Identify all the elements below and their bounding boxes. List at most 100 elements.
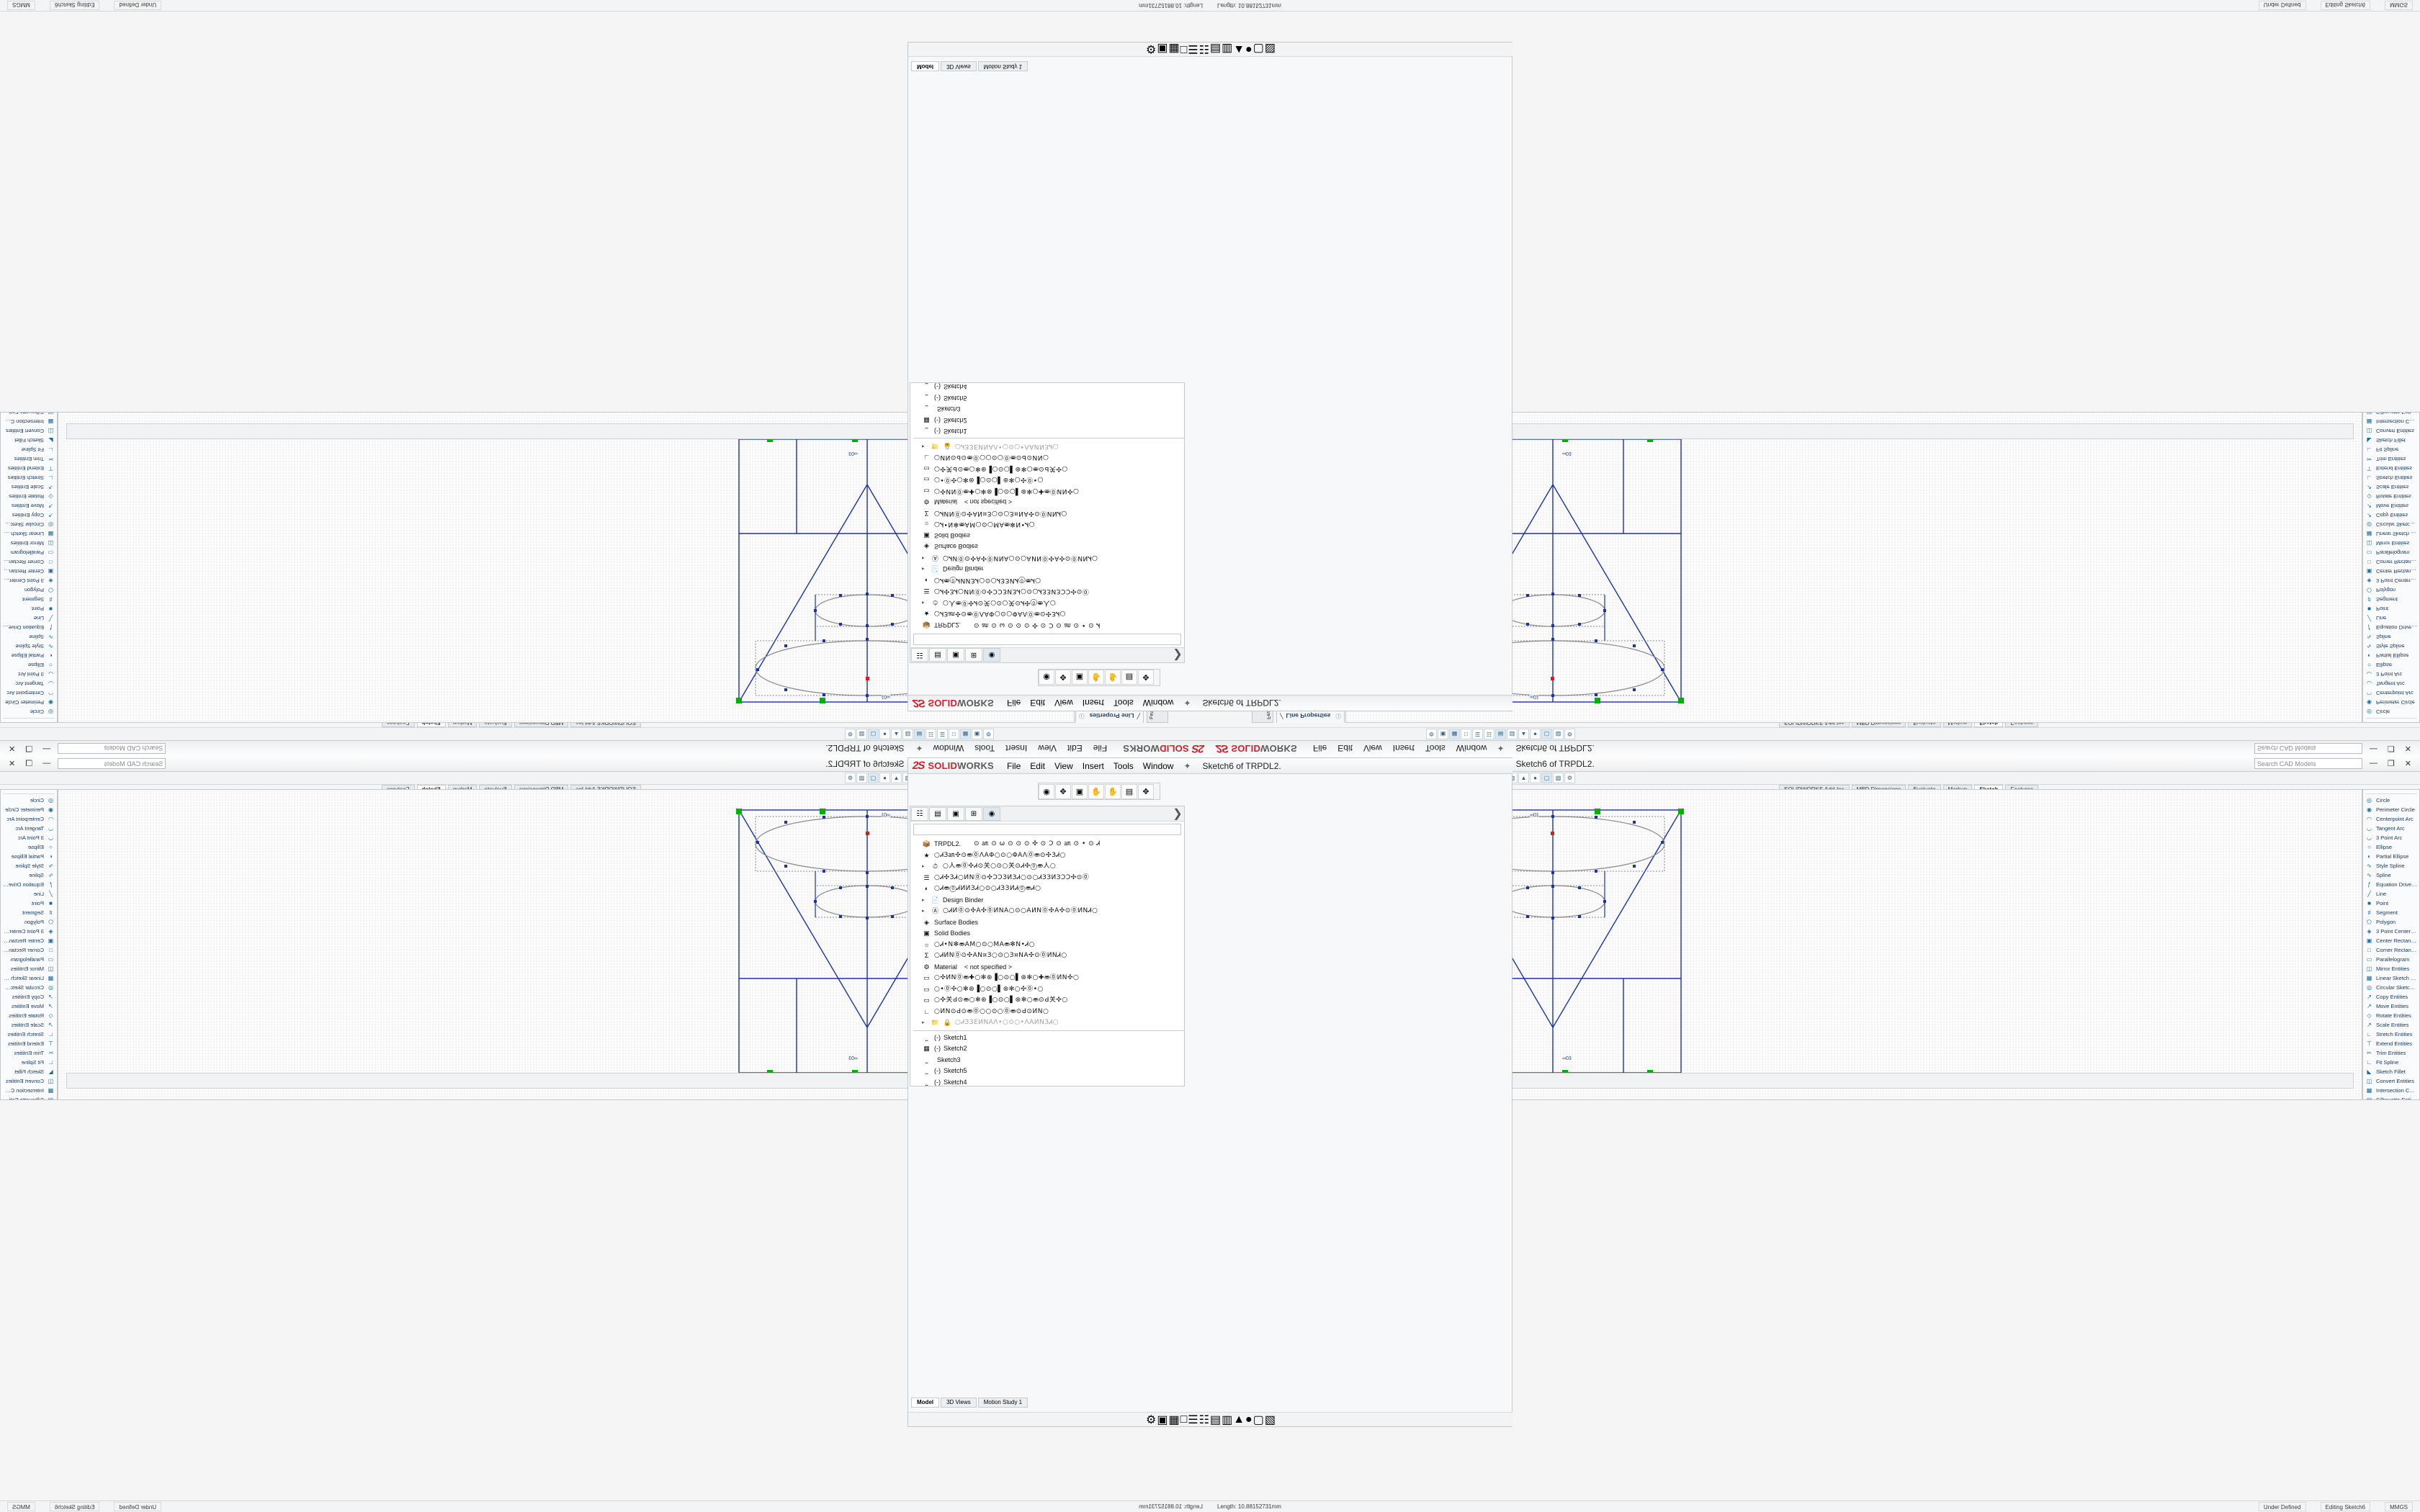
toolbar-button[interactable]: □ (1065, 425, 1077, 438)
vtab-evaluate[interactable]: Evaluate (1252, 567, 1273, 596)
accept-button[interactable]: ✓ (1132, 700, 1139, 708)
menu-item-window[interactable]: Window (1456, 758, 1487, 769)
dimension-label[interactable]: ∞02 (1494, 451, 1503, 456)
toolbar-button[interactable]: ● (879, 773, 890, 783)
toolbar-button[interactable]: ▣ (1438, 773, 1448, 783)
toolbar-button[interactable]: ▧ (856, 729, 867, 739)
option-for-construction[interactable]: For construction (1277, 576, 1344, 585)
add-relation-fix[interactable]: ⚓ Fix (1277, 904, 1344, 916)
dimension-label[interactable]: ∞01 (881, 813, 890, 818)
menu-item-polygon[interactable]: ⬠ Polygon (2363, 917, 2419, 927)
command-manager-vertical-tabs[interactable]: Features Sketch Surfaces Direct Editing … (1147, 294, 1168, 723)
chevron-up-icon[interactable]: ^ (1080, 948, 1083, 955)
toolbar-button[interactable]: ↗ (961, 1074, 973, 1087)
toolbar-button[interactable]: ▦ (960, 729, 971, 739)
toolbar-button[interactable]: ☷ (1484, 773, 1494, 783)
toolbar-button[interactable]: ▲ (891, 773, 902, 783)
toolbar-button[interactable]: ▣ (972, 773, 982, 783)
toolbar-button[interactable]: ▧ (1553, 773, 1564, 783)
vtab-data-migration[interactable]: Data Migration (1147, 371, 1168, 414)
menu-item-file[interactable]: File (1312, 758, 1327, 769)
menu-bar[interactable]: File Edit View Insert Tools Window (933, 744, 1108, 754)
menu-item-convert-entities[interactable]: ◫ Convert Entities (2363, 426, 2419, 436)
menu-item-circular-sketch-pattern[interactable]: ◎ Circular Sketch Pattern (1, 983, 57, 992)
toolbar-button[interactable]: ☷ (1484, 729, 1494, 739)
section-existing-relations-header[interactable]: Existing Relations ^ (1277, 813, 1344, 824)
vtab-features[interactable]: Features (1252, 789, 1273, 818)
toolbar-button[interactable]: ▦ (1077, 425, 1090, 438)
menu-item-copy-entities[interactable]: ↗ Copy Entities (2363, 510, 2419, 520)
sketch-flyout-menu[interactable]: ◎ Circle ◉ Perimeter Circle ◠ Centerpoint A… (2362, 412, 2420, 723)
dimension-label[interactable]: ∞02 (917, 1056, 926, 1061)
dimension-label[interactable]: ∞01 (881, 694, 890, 699)
vtab-mold-tools[interactable]: Mold Tools (1252, 1019, 1273, 1052)
menu-item-rotate-entities[interactable]: ◇ Rotate Entities (2363, 492, 2419, 501)
vtab-sheet-metal[interactable]: Sheet Metal (1147, 530, 1168, 567)
status-units[interactable]: MMGS (7, 1502, 35, 1511)
toolbar-button[interactable]: ▦ (1330, 425, 1343, 438)
menu-item-tangent-arc[interactable]: ◡ Tangent Arc (1, 679, 57, 688)
vtab-evaluate[interactable]: Evaluate (1147, 916, 1168, 945)
menu-item-trim-entities[interactable]: ✂ Trim Entities (2363, 454, 2419, 464)
menu-item-rotate-entities[interactable]: ◇ Rotate Entities (1, 492, 57, 501)
relation-item[interactable]: Collinear108 (1304, 829, 1332, 834)
command-manager-toolbar[interactable]: ⚙ ▣ ▦ □ ☰ ☷ ▤ ▥ ▲ ● ▢ ▧ ⚙ (0, 727, 1210, 740)
menu-item-trim-entities[interactable]: ✂ Trim Entities (1, 454, 57, 464)
toolbar-button[interactable]: ☰ (1472, 729, 1483, 739)
toolbar-button[interactable]: ╱ (1026, 425, 1038, 438)
chevron-down-icon[interactable]: ˅ (1337, 987, 1340, 994)
menu-item-linear-sketch-pattern[interactable]: ▦ Linear Sketch Pattern (1, 529, 57, 539)
menu-item-circular-sketch-pattern[interactable]: ◎ Circular Sketch Pattern (2363, 983, 2419, 992)
toolbar-button[interactable]: □ (1343, 425, 1355, 438)
toolbar-button[interactable]: ▲ (1052, 425, 1064, 438)
menu-item-insert[interactable]: Insert (1005, 743, 1028, 754)
toolbar-button[interactable]: □ (1343, 1074, 1355, 1087)
close-button[interactable]: ✕ (9, 744, 16, 752)
menu-item-partial-ellipse[interactable]: ◐ Partial Ellipse (2363, 651, 2419, 660)
add-relation-horizontal[interactable]: ⎯ Horizontal (1076, 619, 1143, 631)
vtab-direct-editing[interactable]: Direct Editing (1147, 597, 1168, 637)
toolbar-button[interactable]: ⚙ (845, 773, 856, 783)
menu-item-file[interactable]: File (1093, 758, 1108, 769)
toolbar-button[interactable]: □ (1065, 1074, 1077, 1087)
vtab-surfaces[interactable]: Surfaces (1147, 845, 1168, 874)
menu-item-spline[interactable]: ∿ Spline (2363, 870, 2419, 880)
toolbar-button[interactable]: ▤ (1013, 425, 1025, 438)
sketch-geometry[interactable]: x y (1346, 790, 2362, 1099)
menu-item-spline[interactable]: ∿ Spline (2363, 632, 2419, 642)
angle-stepper[interactable]: ▲ ▼ (1335, 533, 1341, 542)
length-input[interactable]: 10.88152731 (1291, 958, 1332, 967)
accept-button[interactable]: ✓ (1132, 804, 1139, 812)
menu-item-segment[interactable]: ♯ Segment (1, 595, 57, 604)
close-button[interactable]: ✕ (9, 760, 16, 768)
length-stepper[interactable]: ▲ ▼ (1335, 958, 1341, 967)
menu-item-fit-spline[interactable]: ∟ Fit Spline (2363, 445, 2419, 454)
length-input[interactable]: 10.88152731 (1291, 545, 1332, 554)
menu-item-point[interactable]: ■ Point (1, 899, 57, 908)
add-relation-vertical[interactable]: │ Vertical (1076, 893, 1143, 904)
toolbar-button[interactable]: ▲ (891, 729, 902, 739)
menu-item-extend-entities[interactable]: ⊤ Extend Entities (2363, 464, 2419, 473)
vtab-mesh-modeling[interactable]: Mesh Modeling (1147, 1053, 1168, 1097)
window-controls[interactable]: — ❐ ✕ (9, 744, 50, 753)
toolbar-button[interactable]: ▤ (1395, 425, 1407, 438)
menu-item-view[interactable]: View (1363, 758, 1382, 769)
menu-item-centerpoint-arc[interactable]: ◠ Centerpoint Arc (2363, 814, 2419, 824)
menu-item-circular-sketch-pattern[interactable]: ◎ Circular Sketch Pattern (2363, 520, 2419, 529)
window-controls[interactable]: — ❐ ✕ (2370, 759, 2411, 768)
graphics-area[interactable]: x y ∞00 ∞01 ∞02 ∞03 (58, 789, 1075, 1100)
menu-item-spline[interactable]: ∿ Spline (1, 632, 57, 642)
relation-item[interactable]: Equal length109 (1304, 836, 1326, 848)
menu-item-tangent-arc[interactable]: ◡ Tangent Arc (2363, 679, 2419, 688)
vtab-surfaces[interactable]: Surfaces (1252, 845, 1273, 874)
toolbar-button[interactable]: ◇ (1369, 1074, 1381, 1087)
add-relation-vertical[interactable]: │ Vertical (1277, 608, 1344, 619)
menu-item-copy-entities[interactable]: ↗ Copy Entities (2363, 992, 2419, 1002)
menu-item-intersection-curve[interactable]: ▦ Intersection Curve (2363, 417, 2419, 426)
menu-item-insert[interactable]: Insert (1005, 758, 1028, 769)
menu-item-parallelogram[interactable]: ▭ Parallelogram (1, 548, 57, 557)
section-options-header[interactable]: Options ^ (1076, 585, 1143, 596)
menu-item-intersection-curve[interactable]: ▦ Intersection Curve (2363, 1086, 2419, 1095)
pin-icon[interactable]: ✦ (915, 758, 923, 769)
question-icon[interactable]: ⓘ (1335, 793, 1342, 799)
